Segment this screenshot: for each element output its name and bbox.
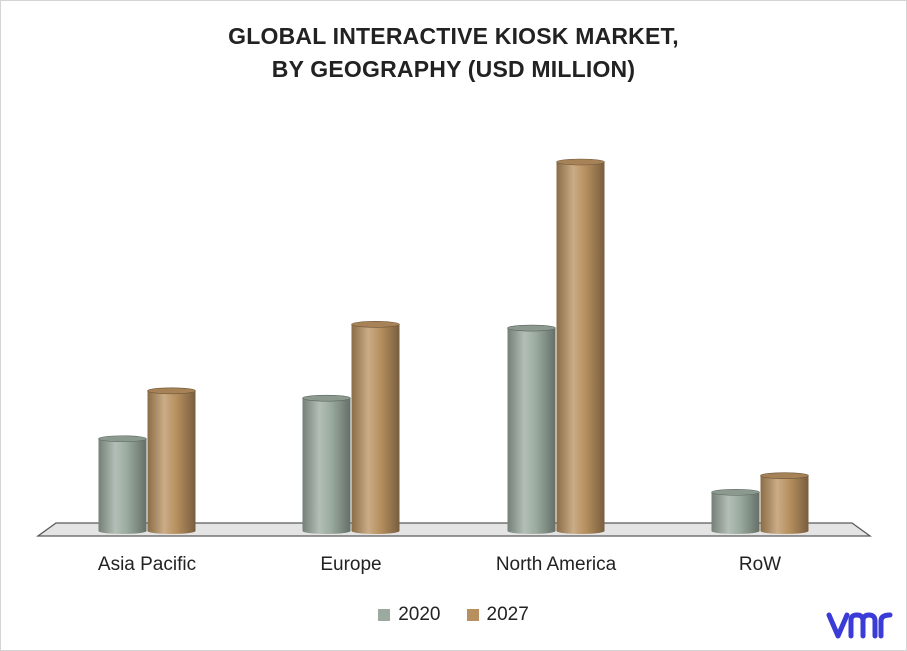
legend-swatch-series-1 xyxy=(378,609,391,621)
chart-title-line-1: GLOBAL INTERACTIVE KIOSK MARKET, xyxy=(228,23,679,49)
bar-top-cap xyxy=(556,158,605,166)
legend-item-series-1: 2020 xyxy=(378,604,441,626)
bars-group xyxy=(98,158,809,534)
x-tick-label-north-america: North America xyxy=(496,554,617,575)
bar-europe-2020 xyxy=(302,394,351,534)
bar-body xyxy=(760,475,809,534)
bar-body xyxy=(302,398,351,534)
bar-row-2020 xyxy=(711,488,760,534)
legend-swatch-series-2 xyxy=(466,609,479,621)
bar-body xyxy=(147,390,196,534)
bar-asia-pacific-2027 xyxy=(147,387,196,534)
bar-body xyxy=(711,492,760,534)
bar-body xyxy=(507,328,556,534)
bar-top-cap xyxy=(351,321,400,328)
chart-title: GLOBAL INTERACTIVE KIOSK MARKET, BY GEOG… xyxy=(0,20,907,86)
legend-label-series-1: 2020 xyxy=(398,604,441,625)
x-tick-label-europe: Europe xyxy=(320,554,381,575)
chart-floor xyxy=(35,522,873,537)
bar-top-cap xyxy=(711,488,760,496)
bar-top-cap xyxy=(147,387,196,395)
chart-title-line-2: BY GEOGRAPHY (USD MILLION) xyxy=(271,56,636,82)
legend-item-series-2: 2027 xyxy=(466,604,529,626)
bar-top-cap xyxy=(302,394,351,402)
bar-body xyxy=(98,438,147,534)
x-tick-label-row: RoW xyxy=(739,554,781,575)
bar-asia-pacific-2020 xyxy=(98,435,147,534)
bar-body xyxy=(556,162,605,534)
bar-north-america-2027 xyxy=(556,158,605,534)
legend-label-series-2: 2027 xyxy=(486,604,529,625)
bar-top-cap xyxy=(507,324,556,332)
x-tick-labels: Asia Pacific Europe North America RoW xyxy=(98,554,781,575)
bar-top-cap xyxy=(98,435,147,443)
bar-body xyxy=(351,324,400,534)
bar-row-2027 xyxy=(760,472,809,534)
vmr-logo-icon xyxy=(826,612,893,639)
bar-north-america-2020 xyxy=(507,324,556,534)
x-tick-label-asia-pacific: Asia Pacific xyxy=(98,554,196,575)
bar-top-cap xyxy=(760,472,809,479)
bar-europe-2027 xyxy=(351,321,400,534)
legend: 2020 2027 xyxy=(0,604,907,626)
